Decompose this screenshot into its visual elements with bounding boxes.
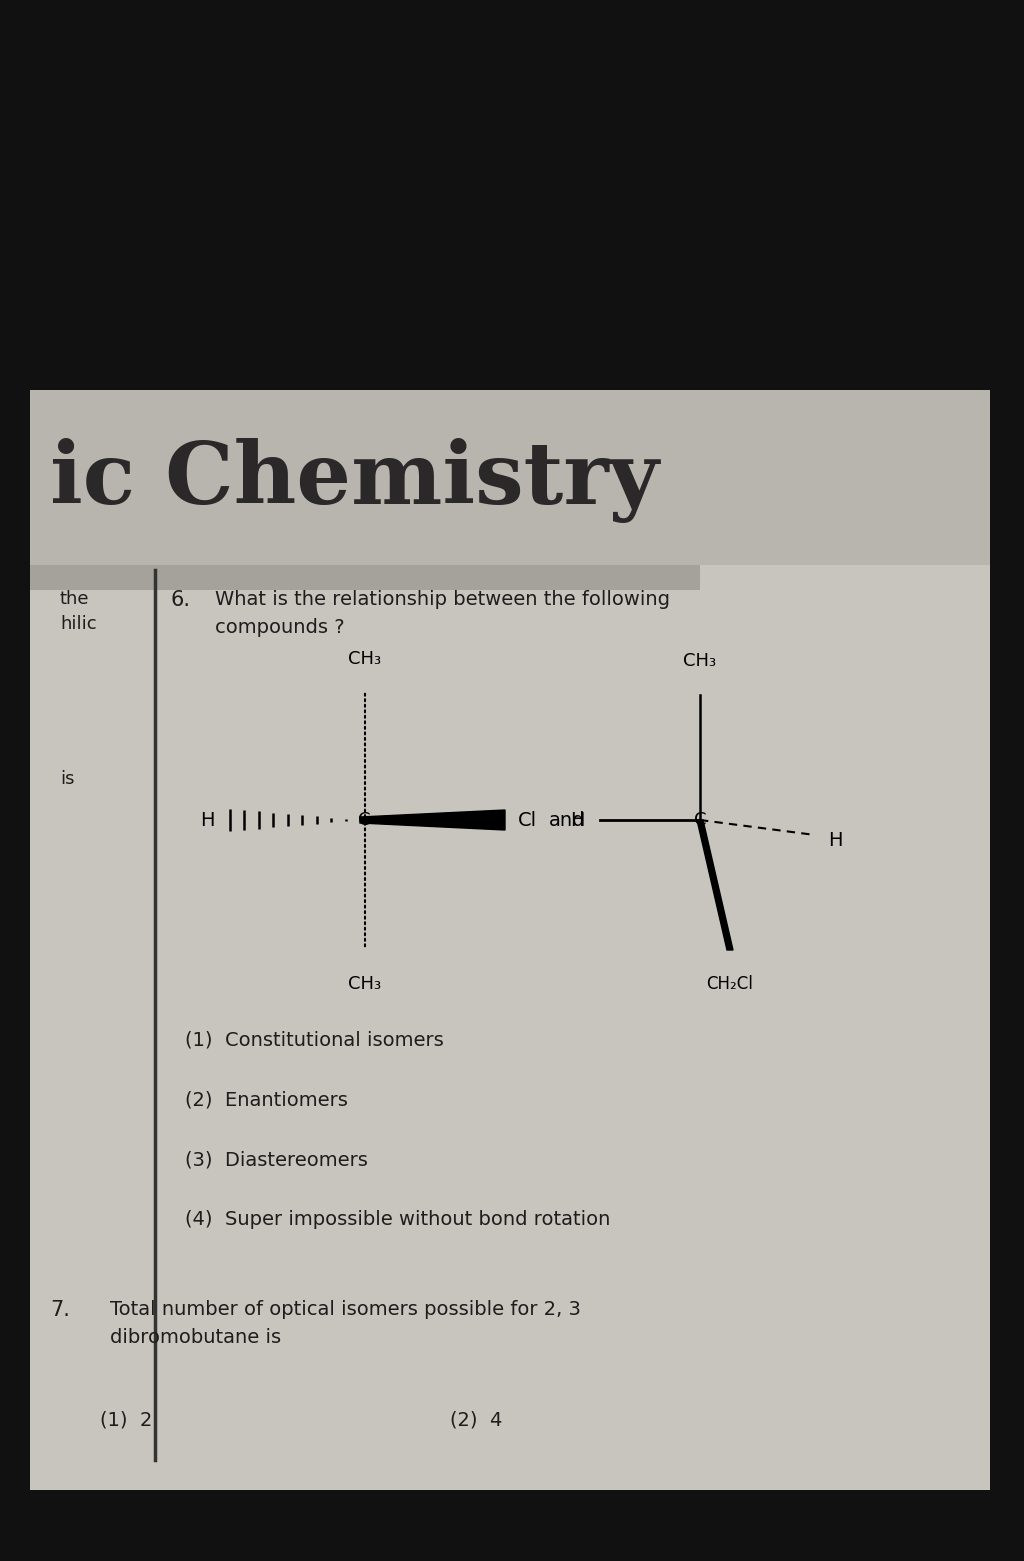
Text: is: is: [60, 770, 75, 788]
Text: hilic: hilic: [60, 615, 96, 634]
Text: CH₂Cl: CH₂Cl: [707, 976, 754, 993]
Bar: [30, 390, 990, 1491]
Text: H: H: [828, 830, 843, 849]
Text: (4)  Super impossible without bond rotation: (4) Super impossible without bond rotati…: [185, 1210, 610, 1229]
Polygon shape: [30, 565, 700, 590]
Text: (1)  2: (1) 2: [100, 1410, 153, 1428]
Text: H: H: [570, 810, 585, 829]
Text: ic Chemistry: ic Chemistry: [50, 437, 658, 523]
Text: C: C: [693, 812, 707, 829]
Text: CH₃: CH₃: [683, 652, 717, 670]
Text: What is the relationship between the following
compounds ?: What is the relationship between the fol…: [215, 590, 670, 637]
Text: C: C: [357, 812, 371, 829]
Text: the: the: [60, 590, 89, 607]
Bar: [0, 1491, 1024, 1561]
Text: (3)  Diastereomers: (3) Diastereomers: [185, 1150, 368, 1169]
Text: (1)  Constitutional isomers: (1) Constitutional isomers: [185, 1030, 443, 1049]
Text: (2)  Enantiomers: (2) Enantiomers: [185, 1090, 348, 1108]
Text: 6.: 6.: [170, 590, 190, 610]
Text: H: H: [201, 810, 215, 829]
Text: CH₃: CH₃: [348, 976, 382, 993]
Text: and: and: [549, 810, 586, 829]
Text: (2)  4: (2) 4: [450, 1410, 503, 1428]
Text: CH₃: CH₃: [348, 649, 382, 668]
Polygon shape: [697, 820, 733, 951]
Polygon shape: [360, 810, 505, 830]
Text: Total number of optical isomers possible for 2, 3
dibromobutane is: Total number of optical isomers possible…: [110, 1300, 581, 1347]
Bar: [30, 390, 990, 565]
Bar: [0, 0, 1024, 395]
Text: Cl: Cl: [518, 810, 538, 829]
Text: 7.: 7.: [50, 1300, 70, 1321]
